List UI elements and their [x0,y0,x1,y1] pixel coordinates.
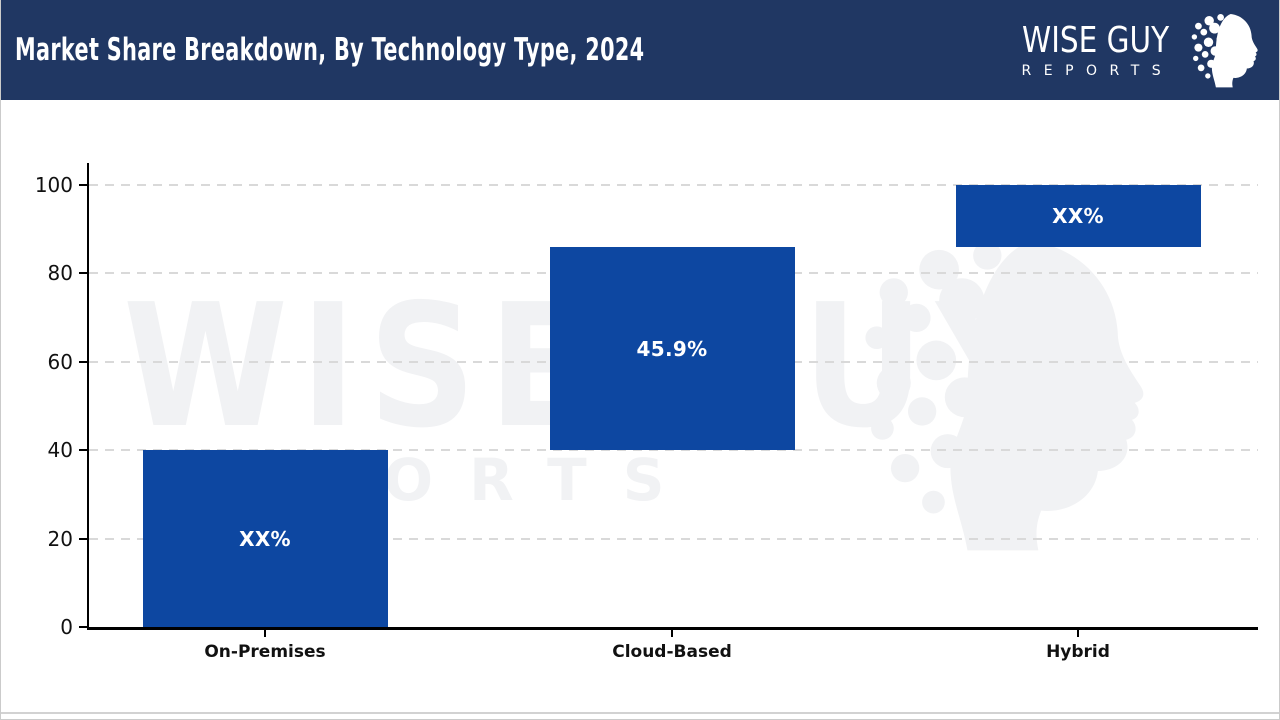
gridline-20 [89,537,1258,540]
wise-guy-reports-logo: WISE GUY REPORTS [1022,11,1264,89]
bar-value-label: 45.9% [636,336,708,361]
plot-area: 0 20 40 60 80 100 XX% On-Premises 45.9% Cloud-Bas… [35,163,1258,662]
y-tick-label-100: 100 [34,173,73,197]
footer-divider [1,712,1279,714]
y-tick-mark-20 [79,537,87,540]
gridline-100 [89,184,1258,186]
x-axis-line [87,627,1258,630]
bar-value-label: XX% [239,526,291,551]
y-tick-mark-0 [79,626,87,628]
y-tick-label-60: 60 [47,349,73,374]
dotted-face-icon [1191,14,1258,88]
y-tick-mark-100 [79,184,87,186]
x-tick-label-on-premises: On-Premises [204,642,326,662]
page-title: Market Share Breakdown, By Technology Ty… [15,32,645,68]
logo-sub-text: REPORTS [1021,62,1174,79]
x-tick-mark-hybrid [1077,630,1079,637]
x-tick-label-cloud-based: Cloud-Based [612,642,732,662]
logo-name-text: WISE GUY [1021,19,1169,61]
bar-cloud-based: 45.9% [549,247,795,451]
y-axis-line [87,163,89,630]
x-tick-mark-cloud-based [671,630,673,637]
bar-value-label: XX% [1052,204,1104,229]
y-tick-label-40: 40 [47,438,73,463]
y-tick-label-80: 80 [47,261,73,286]
y-tick-mark-60 [79,360,87,363]
gridline-40 [89,449,1258,452]
y-tick-label-0: 0 [60,615,73,639]
y-tick-mark-40 [79,449,87,452]
y-tick-label-20: 20 [47,526,73,551]
logo-wordmark: WISE GUY REPORTS [1021,19,1202,79]
x-tick-label-hybrid: Hybrid [1046,642,1110,662]
x-tick-mark-on-premises [264,630,266,637]
bar-on-premises: XX% [142,450,388,627]
header-bar: Market Share Breakdown, By Technology Ty… [1,0,1279,100]
bar-hybrid: XX% [955,185,1201,248]
y-tick-mark-80 [79,272,87,275]
